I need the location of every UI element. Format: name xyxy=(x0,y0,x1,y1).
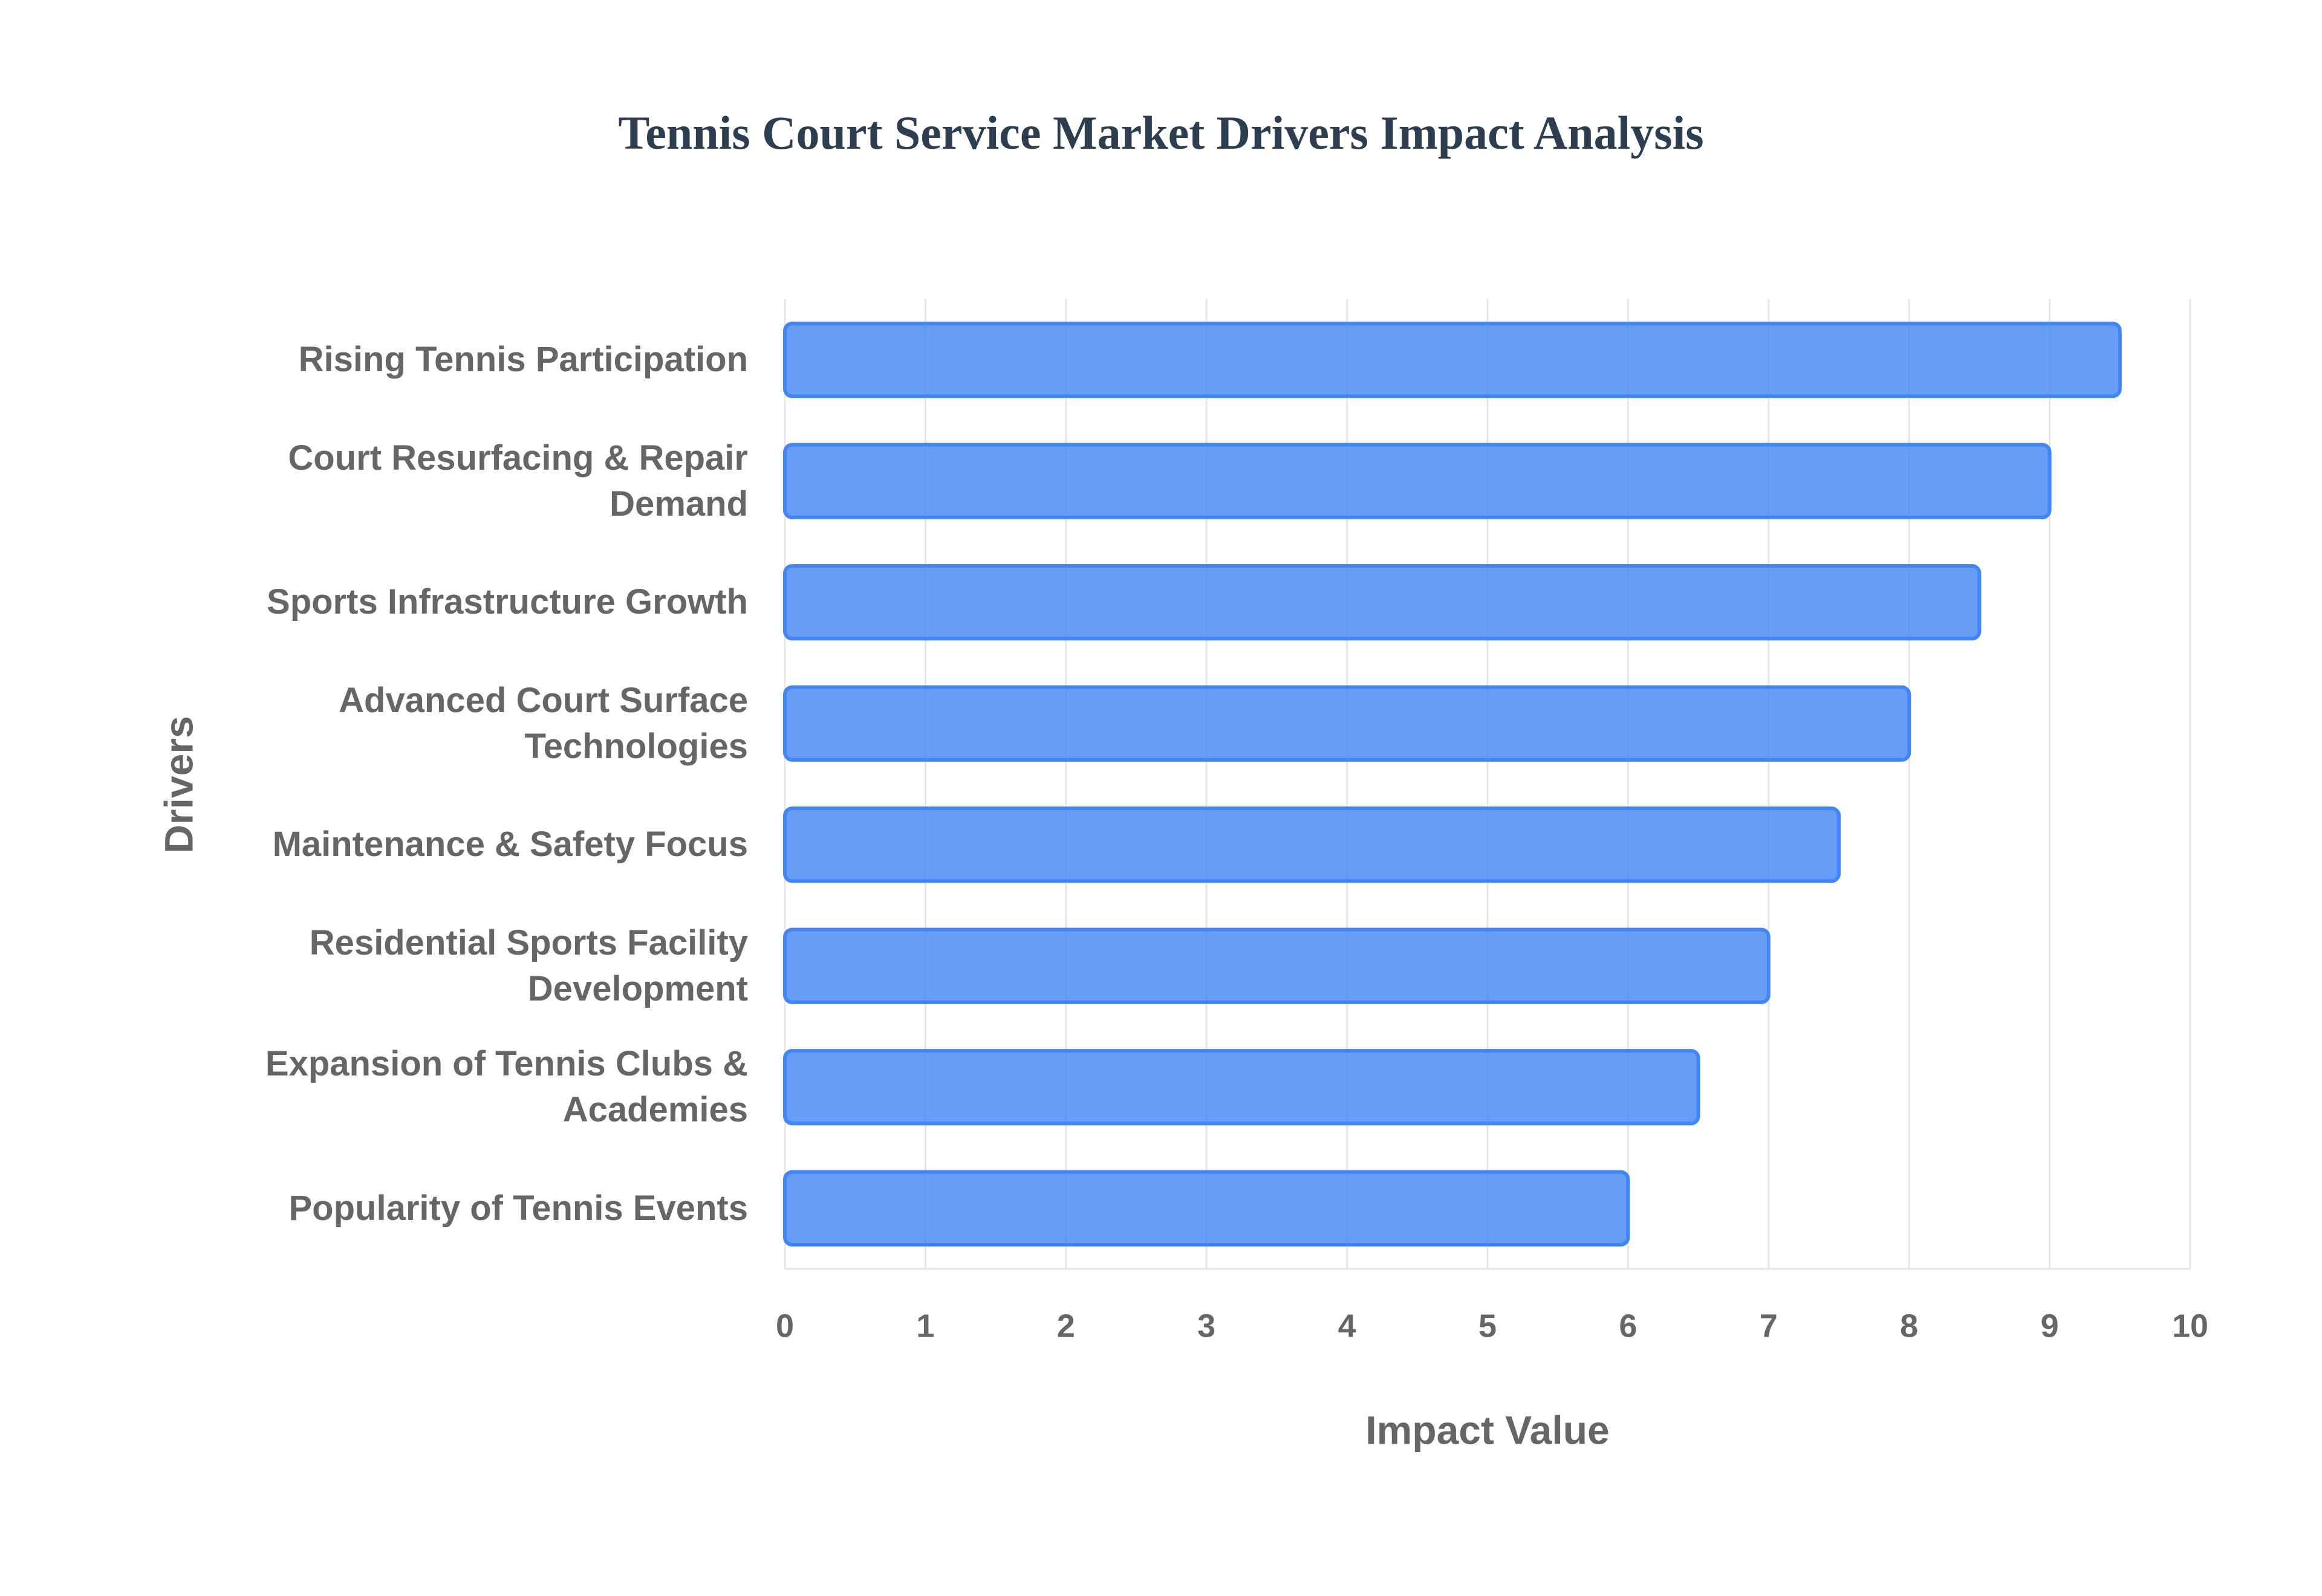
bar xyxy=(783,564,1982,641)
y-tick-label: Rising Tennis Participation xyxy=(298,340,748,380)
x-tick-label: 9 xyxy=(2041,1308,2059,1344)
bar xyxy=(783,685,1911,762)
y-axis-title: Drivers xyxy=(156,716,201,854)
bar xyxy=(783,1170,1630,1247)
x-tick-label: 6 xyxy=(1619,1308,1637,1344)
y-tick-label: Popularity of Tennis Events xyxy=(288,1188,749,1228)
x-tick-label: 5 xyxy=(1478,1308,1497,1344)
y-tick-label: Maintenance & Safety Focus xyxy=(272,825,748,864)
y-tick-label: Sports Infrastructure Growth xyxy=(267,582,748,622)
y-tick-label: Residential Sports Facility Development xyxy=(309,923,748,1008)
bar xyxy=(783,806,1841,883)
bar xyxy=(783,322,2122,398)
x-tick-label: 10 xyxy=(2172,1308,2208,1344)
x-tick-label: 1 xyxy=(916,1308,934,1344)
x-axis-title: Impact Value xyxy=(1365,1407,1610,1452)
x-tick-label: 8 xyxy=(1900,1308,1918,1344)
y-tick-label: Court Resurfacing & Repair Demand xyxy=(288,438,748,524)
chart-title: Tennis Court Service Market Drivers Impa… xyxy=(618,106,1703,159)
bar xyxy=(783,443,2052,519)
x-tick-label: 0 xyxy=(776,1308,794,1344)
x-tick-label: 7 xyxy=(1760,1308,1778,1344)
x-tick-label: 4 xyxy=(1338,1308,1356,1344)
y-tick-label: Advanced Court Surface Technologies xyxy=(339,680,748,766)
x-tick-label: 2 xyxy=(1057,1308,1075,1344)
x-tick-label: 3 xyxy=(1197,1308,1215,1344)
bar xyxy=(783,927,1771,1004)
bar xyxy=(783,1049,1700,1126)
y-tick-label: Expansion of Tennis Clubs & Academies xyxy=(265,1044,748,1130)
